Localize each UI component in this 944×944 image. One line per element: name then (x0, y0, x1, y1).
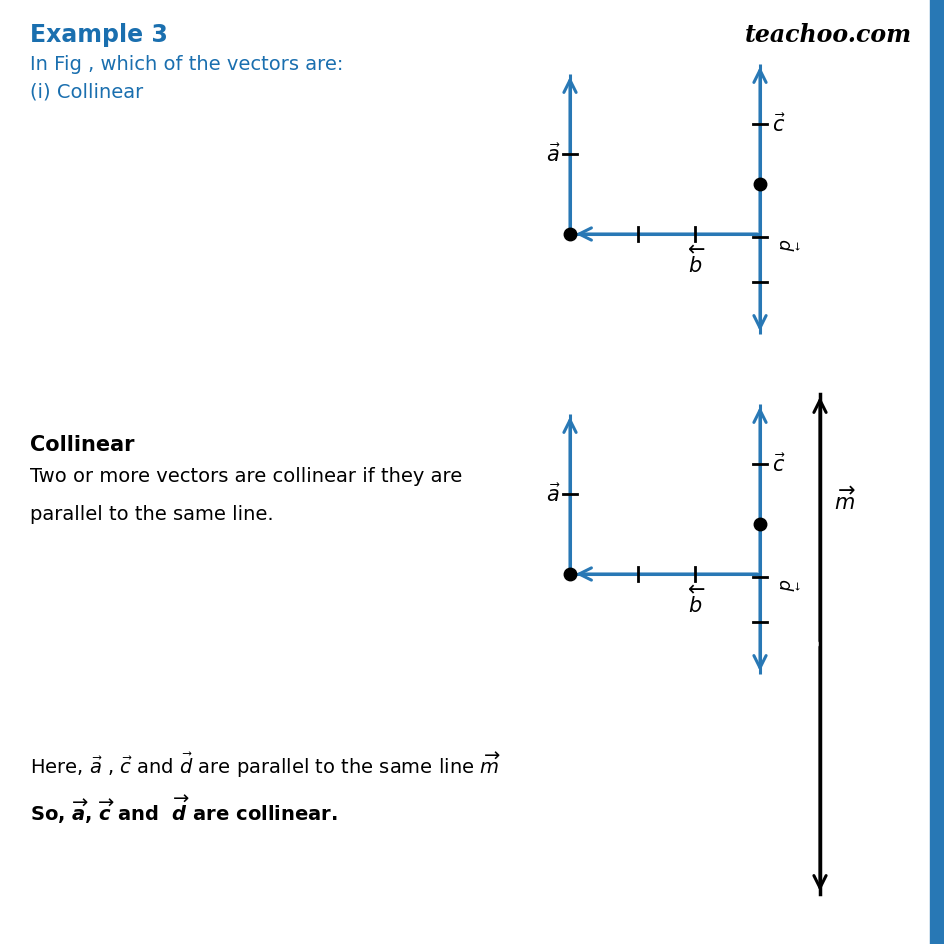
Text: $\overleftarrow{b}$: $\overleftarrow{b}$ (687, 584, 704, 616)
Text: $\overrightarrow{m}$: $\overrightarrow{m}$ (834, 485, 855, 514)
Text: teachoo.com: teachoo.com (744, 23, 911, 47)
Text: $\vec{a}$: $\vec{a}$ (545, 143, 560, 166)
Text: $\vec{c}$: $\vec{c}$ (771, 453, 785, 476)
Text: $\vec{d}$: $\vec{d}$ (773, 578, 797, 591)
Text: So, $\overrightarrow{\boldsymbol{a}}$, $\overrightarrow{\boldsymbol{c}}$ and  $\: So, $\overrightarrow{\boldsymbol{a}}$, $… (30, 792, 337, 825)
Text: $\vec{d}$: $\vec{d}$ (773, 238, 797, 251)
Text: $\overleftarrow{b}$: $\overleftarrow{b}$ (687, 244, 704, 277)
Text: Here, $\vec{a}$ , $\vec{c}$ and $\vec{d}$ are parallel to the same line $\overri: Here, $\vec{a}$ , $\vec{c}$ and $\vec{d}… (30, 750, 500, 779)
Text: $\vec{a}$: $\vec{a}$ (545, 483, 560, 506)
Text: Example 3: Example 3 (30, 23, 168, 47)
Text: parallel to the same line.: parallel to the same line. (30, 504, 274, 523)
Text: Two or more vectors are collinear if they are: Two or more vectors are collinear if the… (30, 466, 462, 485)
Text: (i) Collinear: (i) Collinear (30, 83, 143, 102)
Text: $\vec{c}$: $\vec{c}$ (771, 113, 785, 136)
Bar (929, 0, 944, 944)
Text: In Fig , which of the vectors are:: In Fig , which of the vectors are: (30, 55, 343, 74)
Text: Collinear: Collinear (30, 434, 134, 454)
